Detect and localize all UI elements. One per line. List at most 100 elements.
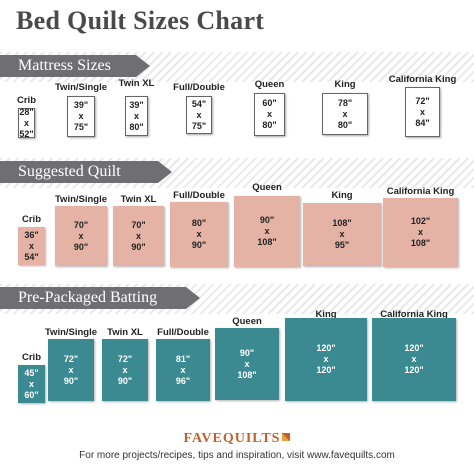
width-value: 102" (410, 216, 431, 226)
size-separator: x (339, 229, 345, 239)
batting-label-full-double: Full/Double (157, 327, 209, 338)
quilt-size-twin-xl: 70" x 90" (113, 206, 164, 266)
batting-size-twin-single: 72" x 90" (48, 339, 94, 401)
batting-label-twin-xl: Twin XL (107, 327, 143, 338)
width-value: 70" (73, 219, 89, 230)
batting-size-california-king: 120" x 120" (372, 318, 456, 401)
quilt-size-queen: 90" x 108" (234, 196, 300, 267)
quilt-label-king: King (331, 190, 353, 201)
size-separator: x (196, 229, 202, 239)
size-separator: x (28, 378, 34, 389)
height-value: 120" (316, 365, 336, 375)
size-separator: x (78, 230, 84, 241)
mattress-label-crib: Crib (17, 95, 36, 106)
size-separator: x (180, 364, 186, 375)
page-title: Bed Quilt Sizes Chart (16, 6, 265, 35)
height-value: 52" (19, 128, 34, 139)
height-value: 108" (257, 237, 277, 247)
height-value: 90" (191, 240, 207, 250)
size-separator: x (266, 109, 272, 119)
height-value: 108" (237, 369, 257, 380)
size-separator: x (122, 364, 128, 375)
favequilts-logo[interactable]: FAVEQUILTS (0, 431, 474, 447)
batting-label-twin-single: Twin/Single (44, 327, 98, 338)
batting-label-california-king: California King (380, 309, 448, 320)
batting-label-queen: Queen (232, 316, 262, 327)
size-separator: x (417, 227, 423, 237)
height-value: 54" (24, 251, 39, 262)
mattress-size-crib: 28" x 52" (18, 107, 35, 139)
size-separator: x (342, 108, 348, 119)
size-separator: x (323, 354, 329, 364)
width-value: 60" (262, 98, 277, 108)
size-separator: x (135, 230, 141, 241)
width-value: 120" (404, 343, 424, 353)
batting-heading: Pre-Packaged Batting Sizes (0, 287, 200, 328)
quilt-heading: Suggested Quilt Sizes (0, 161, 172, 202)
size-separator: x (78, 111, 84, 121)
quilt-size-king: 108" x 95" (303, 203, 381, 266)
size-separator: x (28, 240, 34, 251)
width-value: 36" (24, 229, 39, 240)
quilt-label-queen: Queen (252, 182, 282, 193)
footer-text: For more projects/recipes, tips and insp… (79, 450, 395, 461)
quilt-size-california-king: 102" x 108" (383, 198, 458, 267)
width-value: 78" (337, 97, 353, 108)
height-value: 84" (415, 117, 430, 128)
height-value: 80" (262, 120, 277, 130)
width-value: 72" (415, 95, 430, 106)
quilt-label-full-double: Full/Double (173, 190, 225, 201)
width-value: 120" (316, 343, 336, 353)
mattress-label-california-king: California King (388, 74, 457, 85)
mattress-heading: Mattress Sizes (0, 55, 150, 77)
height-value: 90" (131, 241, 146, 252)
height-value: 75" (73, 122, 89, 132)
quilt-label-twin-single: Twin/Single (54, 194, 108, 205)
height-value: 108" (410, 238, 431, 248)
width-value: 108" (332, 218, 352, 228)
mattress-label-full-double: Full/Double (173, 82, 225, 93)
batting-size-king: 120" x 120" (285, 318, 367, 401)
width-value: 39" (73, 100, 89, 110)
batting-label-crib: Crib (22, 352, 41, 363)
height-value: 96" (175, 375, 191, 386)
size-separator: x (244, 358, 250, 369)
batting-size-crib: 45" x 60" (18, 365, 45, 403)
size-separator: x (23, 117, 29, 128)
width-value: 80" (191, 218, 207, 228)
width-value: 39" (129, 99, 144, 110)
batting-size-queen: 90" x 108" (215, 328, 279, 400)
size-separator: x (133, 110, 139, 121)
height-value: 60" (24, 389, 39, 400)
mattress-label-twin-xl: Twin XL (118, 78, 155, 89)
width-value: 45" (24, 367, 39, 378)
quilt-label-california-king: California King (386, 186, 455, 197)
size-separator: x (419, 106, 425, 117)
height-value: 120" (404, 365, 424, 375)
batting-label-king: King (315, 309, 337, 320)
quilt-icon (282, 433, 291, 441)
width-value: 90" (239, 347, 255, 358)
size-separator: x (411, 354, 417, 364)
height-value: 95" (334, 240, 350, 250)
width-value: 90" (259, 215, 275, 225)
height-value: 90" (117, 375, 133, 386)
mattress-label-twin-single: Twin/Single (54, 82, 108, 93)
mattress-size-king: 78" x 80" (322, 93, 368, 135)
quilt-label-twin-xl: Twin XL (120, 194, 157, 205)
height-value: 90" (63, 375, 79, 386)
batting-size-full-double: 81" x 96" (156, 339, 210, 401)
mattress-size-california-king: 72" x 84" (405, 87, 440, 137)
width-value: 70" (131, 219, 146, 230)
size-separator: x (264, 226, 270, 236)
height-value: 90" (73, 241, 89, 252)
quilt-size-twin-single: 70" x 90" (55, 206, 107, 266)
height-value: 80" (337, 119, 353, 130)
mattress-size-twin-xl: 39" x 80" (125, 96, 148, 136)
width-value: 54" (191, 98, 207, 109)
width-value: 81" (175, 353, 191, 364)
quilt-size-crib: 36" x 54" (18, 227, 45, 265)
quilt-size-full-double: 80" x 90" (170, 202, 228, 267)
batting-size-twin-xl: 72" x 90" (102, 339, 148, 401)
mattress-size-queen: 60" x 80" (254, 93, 285, 136)
